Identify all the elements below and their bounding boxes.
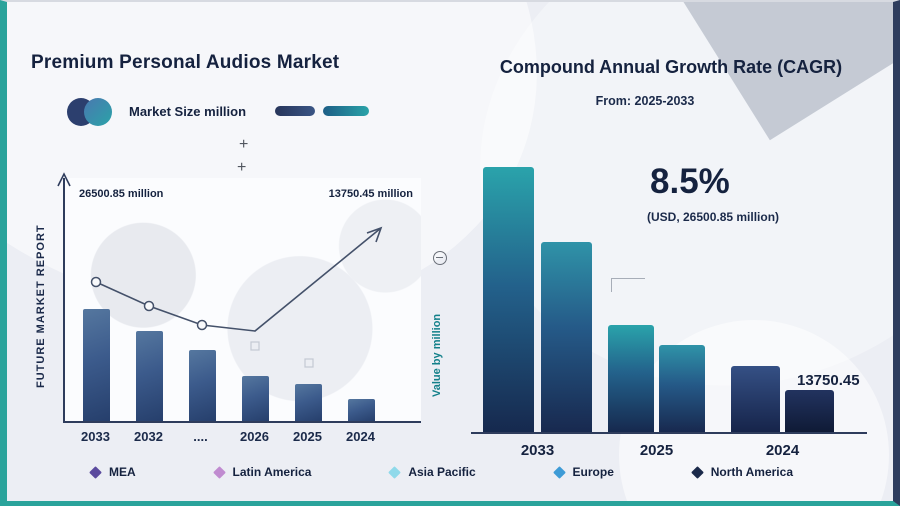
right-chart-title: Compound Annual Growth Rate (CAGR) xyxy=(499,57,843,77)
min-value-annotation: 13750.45 million xyxy=(328,188,413,200)
bar-group-2025 xyxy=(608,325,705,432)
right-bar-chart: 2033 2025 2024 xyxy=(471,142,867,459)
x-axis-label: 2024 xyxy=(765,442,800,459)
trend-marker-icon xyxy=(196,319,208,331)
legend-item-latin-america: Latin America xyxy=(212,465,312,479)
trend-arrowhead-icon xyxy=(366,226,383,243)
future-market-report-label: FUTURE MARKET REPORT xyxy=(35,224,47,388)
circle-dash-decor-icon xyxy=(433,251,447,265)
left-bar-2024 xyxy=(348,399,375,421)
max-value-annotation: 26500.85 million xyxy=(79,188,164,200)
legend-item-north-america: North America xyxy=(690,465,793,479)
left-bar-.... xyxy=(189,350,216,421)
legend-pill-teal xyxy=(323,106,369,116)
left-bar-2033 xyxy=(83,309,110,421)
left-x-labels: 2033 2032.... 2026 2025 2024 xyxy=(81,429,375,444)
trend-marker-icon xyxy=(143,300,155,312)
x-axis-label: 2026 xyxy=(240,429,269,444)
legend-label: North America xyxy=(710,465,793,479)
bar-2024-series-2 xyxy=(785,390,834,432)
diamond-marker-icon xyxy=(212,465,226,479)
x-axis-label: 2033 xyxy=(81,429,110,444)
legend-item-europe: Europe xyxy=(552,465,614,479)
diamond-marker-icon xyxy=(89,465,102,479)
legend-pill-navy xyxy=(275,106,315,116)
bar-group-2024 xyxy=(731,366,834,432)
left-bar-chart: 26500.85 million 13750.45 million xyxy=(57,172,421,423)
x-axis-label: 2024 xyxy=(346,429,375,444)
plus-decor-icon: + xyxy=(239,136,249,153)
value-callout: 13750.45 xyxy=(797,372,860,389)
legend-item-mea: MEA xyxy=(89,465,136,479)
cagr-value: 8.5% xyxy=(650,162,730,201)
bar-2025-series-1 xyxy=(608,325,654,432)
bar-2033-series-2 xyxy=(541,242,592,432)
market-size-legend-label: Market Size million xyxy=(129,104,247,119)
y-axis-arrow-icon xyxy=(57,172,71,187)
diamond-marker-icon xyxy=(552,465,566,479)
right-chart-subtitle: From: 2025-2033 xyxy=(595,94,695,108)
diamond-marker-icon xyxy=(388,465,402,479)
left-bar-2032 xyxy=(136,331,163,421)
sphere-icon-teal-half xyxy=(84,98,112,126)
legend-label: MEA xyxy=(109,465,136,479)
trend-line-overlay xyxy=(57,172,383,368)
ghost-marker-icon xyxy=(250,341,260,351)
left-chart-title: Premium Personal Audios Market xyxy=(31,52,340,73)
bar-2024-series-1 xyxy=(731,366,780,432)
bracket-decor-icon xyxy=(611,278,645,292)
legend-item-asia-pacific: Asia Pacific xyxy=(388,465,476,479)
bar-2033-series-1 xyxy=(483,167,534,432)
diamond-marker-icon xyxy=(690,465,704,479)
x-axis-label: 2032 xyxy=(134,429,163,444)
trend-marker-icon xyxy=(90,276,102,288)
content-layer: Premium Personal Audios Market Market Si… xyxy=(7,2,893,501)
x-axis-label: .... xyxy=(193,429,208,444)
bar-2025-series-2 xyxy=(659,345,705,432)
left-bars xyxy=(83,309,375,421)
ghost-marker-icon xyxy=(304,358,314,368)
plus-decor-icon: + xyxy=(237,159,247,176)
x-axis-label: 2025 xyxy=(639,442,674,459)
value-axis-label: Value by million xyxy=(431,313,443,397)
region-legend: MEA Latin America Asia Pacific Europe North … xyxy=(89,465,793,479)
legend-label: Asia Pacific xyxy=(408,465,476,479)
legend-label: Europe xyxy=(572,465,614,479)
left-bar-2025 xyxy=(295,384,322,421)
trend-line xyxy=(95,227,382,332)
sphere-legend-icon xyxy=(67,95,119,129)
legend-label: Latin America xyxy=(232,465,312,479)
cagr-detail: (USD, 26500.85 million) xyxy=(647,210,780,224)
left-bar-2026 xyxy=(242,376,269,421)
x-axis-label: 2025 xyxy=(293,429,322,444)
x-axis-label: 2033 xyxy=(520,442,555,459)
bar-group-2033 xyxy=(483,167,592,432)
